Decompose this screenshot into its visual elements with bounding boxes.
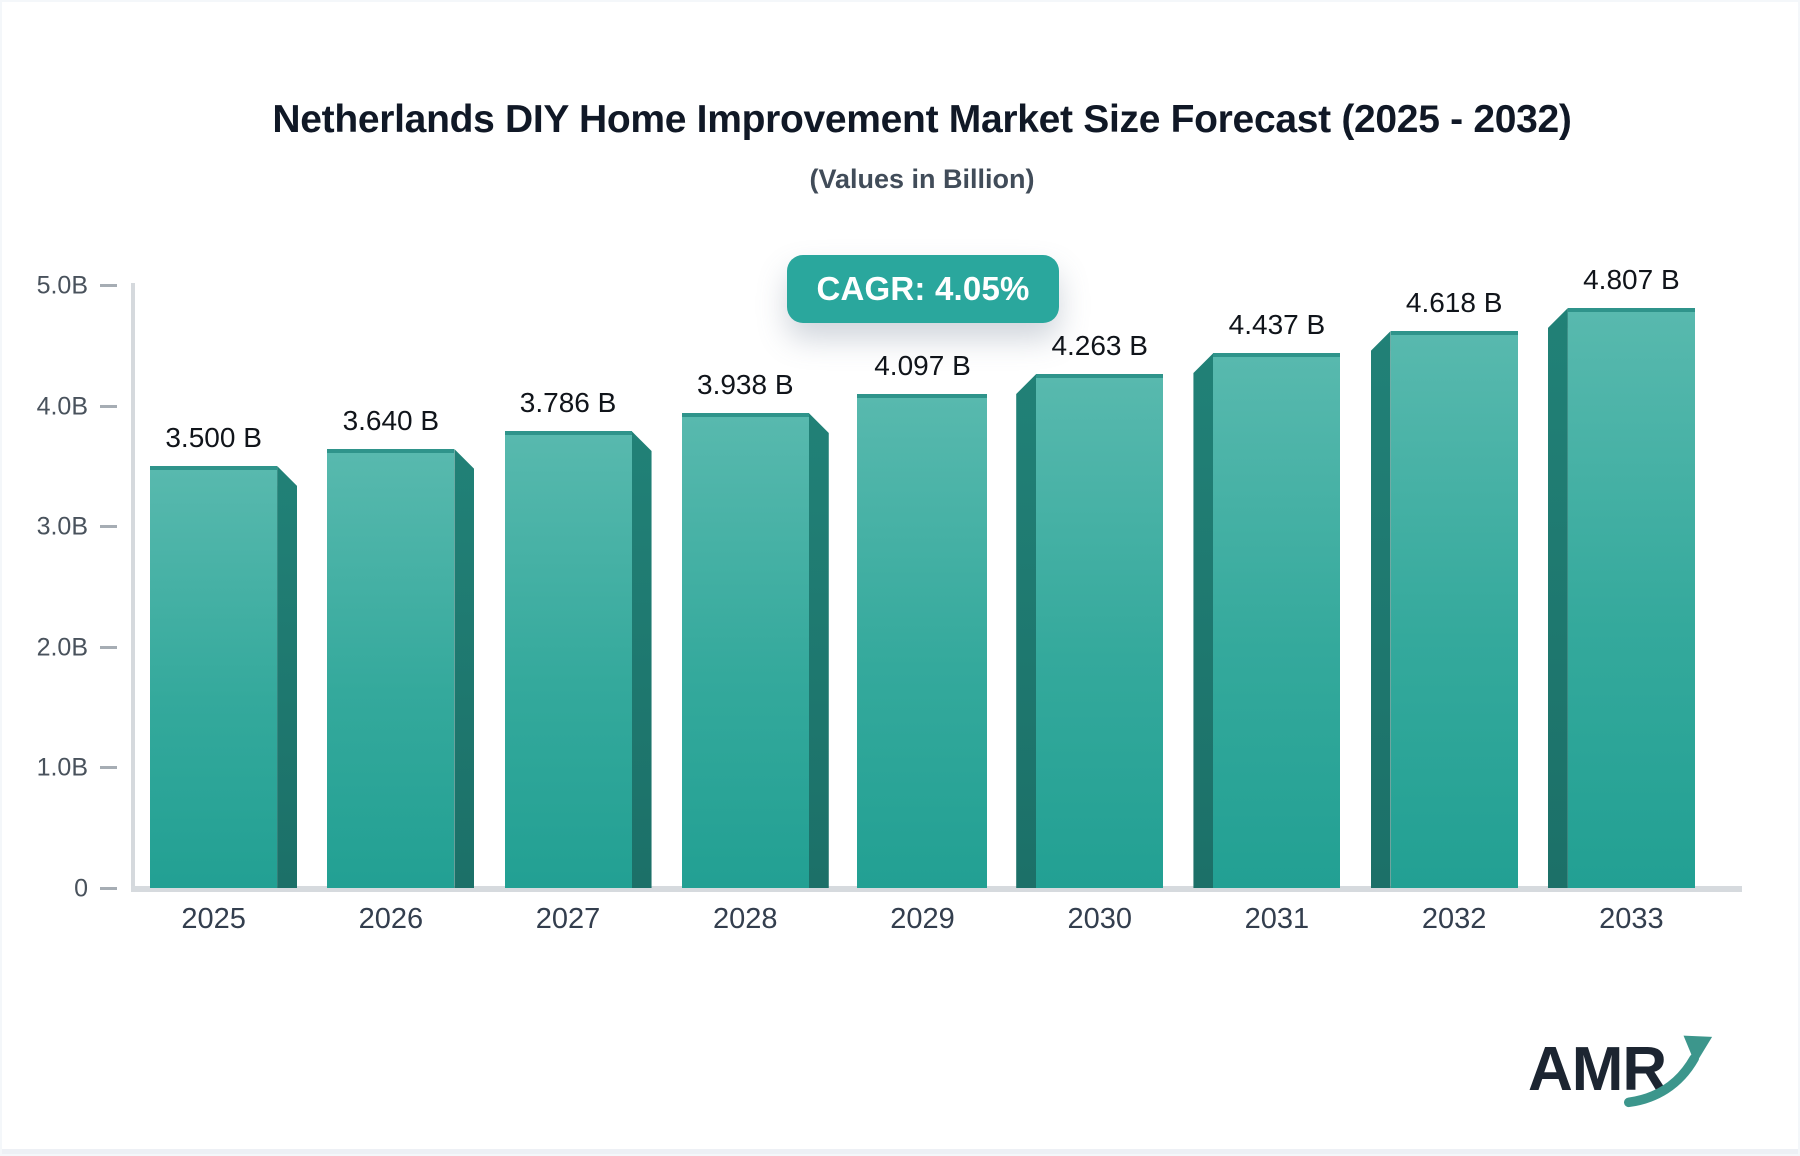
bar-value-label: 3.640 B [342, 405, 440, 436]
y-tick-label: 1.0B [36, 753, 88, 782]
bar-front-face [150, 466, 278, 888]
bar-value-label: 3.938 B [697, 369, 794, 400]
bar-value-label: 4.437 B [1228, 309, 1326, 340]
y-tick-dash [100, 645, 117, 649]
bar-slot: 3.500 B [125, 285, 302, 888]
bar-2030[interactable]: 4.263 B [1016, 330, 1164, 888]
chart-title: Netherlands DIY Home Improvement Market … [272, 98, 1572, 141]
bar-2031[interactable]: 4.437 B [1193, 309, 1341, 888]
bar-front-face [857, 394, 988, 888]
y-tick-dash [100, 525, 117, 529]
bar-value-label: 3.786 B [519, 387, 617, 418]
amr-logo: AMR [1528, 1026, 1718, 1116]
bar-side-face [454, 449, 475, 888]
bar-front-face [1036, 374, 1164, 888]
x-tick-label: 2027 [535, 903, 601, 935]
y-tick-label: 2.0B [36, 633, 88, 662]
bar-2028[interactable]: 3.938 B [681, 369, 829, 888]
y-tick-dash [100, 284, 117, 287]
bar-slot: 4.807 B [1543, 264, 1720, 888]
bar-value-label: 4.263 B [1051, 330, 1148, 361]
amr-logo-text: AMR [1528, 1035, 1667, 1104]
y-tick-label: 0 [74, 874, 88, 903]
bar-front-face [504, 431, 632, 888]
bar-slot: 4.097 B [834, 285, 1011, 888]
bar-front-face [1567, 308, 1695, 888]
bar-slot: 3.640 B [302, 285, 479, 888]
x-tick-label: 2026 [358, 903, 424, 935]
bar-side-face [1370, 331, 1391, 888]
bar-front-face [1213, 353, 1341, 888]
bar-side-face [1016, 374, 1037, 888]
bar-slot: 3.786 B [479, 285, 656, 888]
y-tick-label: 3.0B [36, 512, 88, 541]
bar-value-label: 3.500 B [165, 422, 262, 453]
bar-slot: 4.437 B [1188, 285, 1365, 888]
bar-value-label: 4.807 B [1583, 264, 1680, 295]
y-tick-label: 5.0B [36, 271, 88, 300]
bar-side-face [277, 466, 298, 888]
plot-area: 3.500 B 3.640 B 3.786 B 3.938 B 4.097 B 4.263… [125, 264, 1720, 888]
x-tick-label: 2031 [1244, 903, 1310, 935]
x-axis-labels: 2025 2026 2027 2028 2029 2030 2031 2032 2033 [125, 903, 1720, 936]
bar-2026[interactable]: 3.640 B [327, 405, 475, 888]
bar-slot: 4.618 B [1366, 285, 1543, 888]
bar-value-label: 4.097 B [874, 350, 971, 381]
bar-value-label: 4.618 B [1405, 287, 1503, 318]
x-tick-label: 2025 [181, 903, 246, 935]
x-tick-label: 2032 [1421, 903, 1487, 935]
bar-side-face [808, 413, 829, 888]
bar-2032[interactable]: 4.618 B [1370, 287, 1518, 888]
bar-slot: 4.263 B [1011, 285, 1188, 888]
y-axis-line [131, 283, 135, 889]
growth-arrow-icon [1624, 1035, 1713, 1108]
y-tick-label: 4.0B [36, 392, 88, 421]
y-tick-dash [100, 766, 117, 770]
bar-front-face [681, 413, 809, 888]
cagr-badge: CAGR: 4.05% [787, 255, 1059, 323]
chart-header: Netherlands DIY Home Improvement Market … [0, 98, 1800, 195]
bar-side-face [1193, 353, 1214, 888]
bar-side-face [1547, 308, 1568, 888]
y-tick-dash [100, 887, 117, 890]
bar-front-face [1390, 331, 1518, 888]
bar-slot: 3.938 B [657, 285, 834, 888]
bar-front-face [327, 449, 455, 888]
cagr-badge-label: CAGR: 4.05% [816, 270, 1030, 307]
bar-2027[interactable]: 3.786 B [504, 387, 652, 888]
bar-2033[interactable]: 4.807 B [1547, 264, 1695, 888]
x-tick-label: 2028 [713, 903, 778, 935]
x-tick-label: 2030 [1067, 903, 1132, 935]
bar-2029[interactable]: 4.097 B [857, 350, 988, 888]
bar-2025[interactable]: 3.500 B [150, 422, 298, 888]
x-tick-label: 2029 [890, 903, 955, 935]
y-tick-dash [100, 404, 117, 408]
chart-subtitle: (Values in Billion) [809, 164, 1035, 194]
x-tick-label: 2033 [1599, 903, 1664, 935]
bar-side-face [631, 431, 652, 888]
x-axis-baseline [131, 886, 1742, 892]
bar-series: 3.500 B 3.640 B 3.786 B 3.938 B 4.097 B 4.263… [125, 264, 1720, 888]
